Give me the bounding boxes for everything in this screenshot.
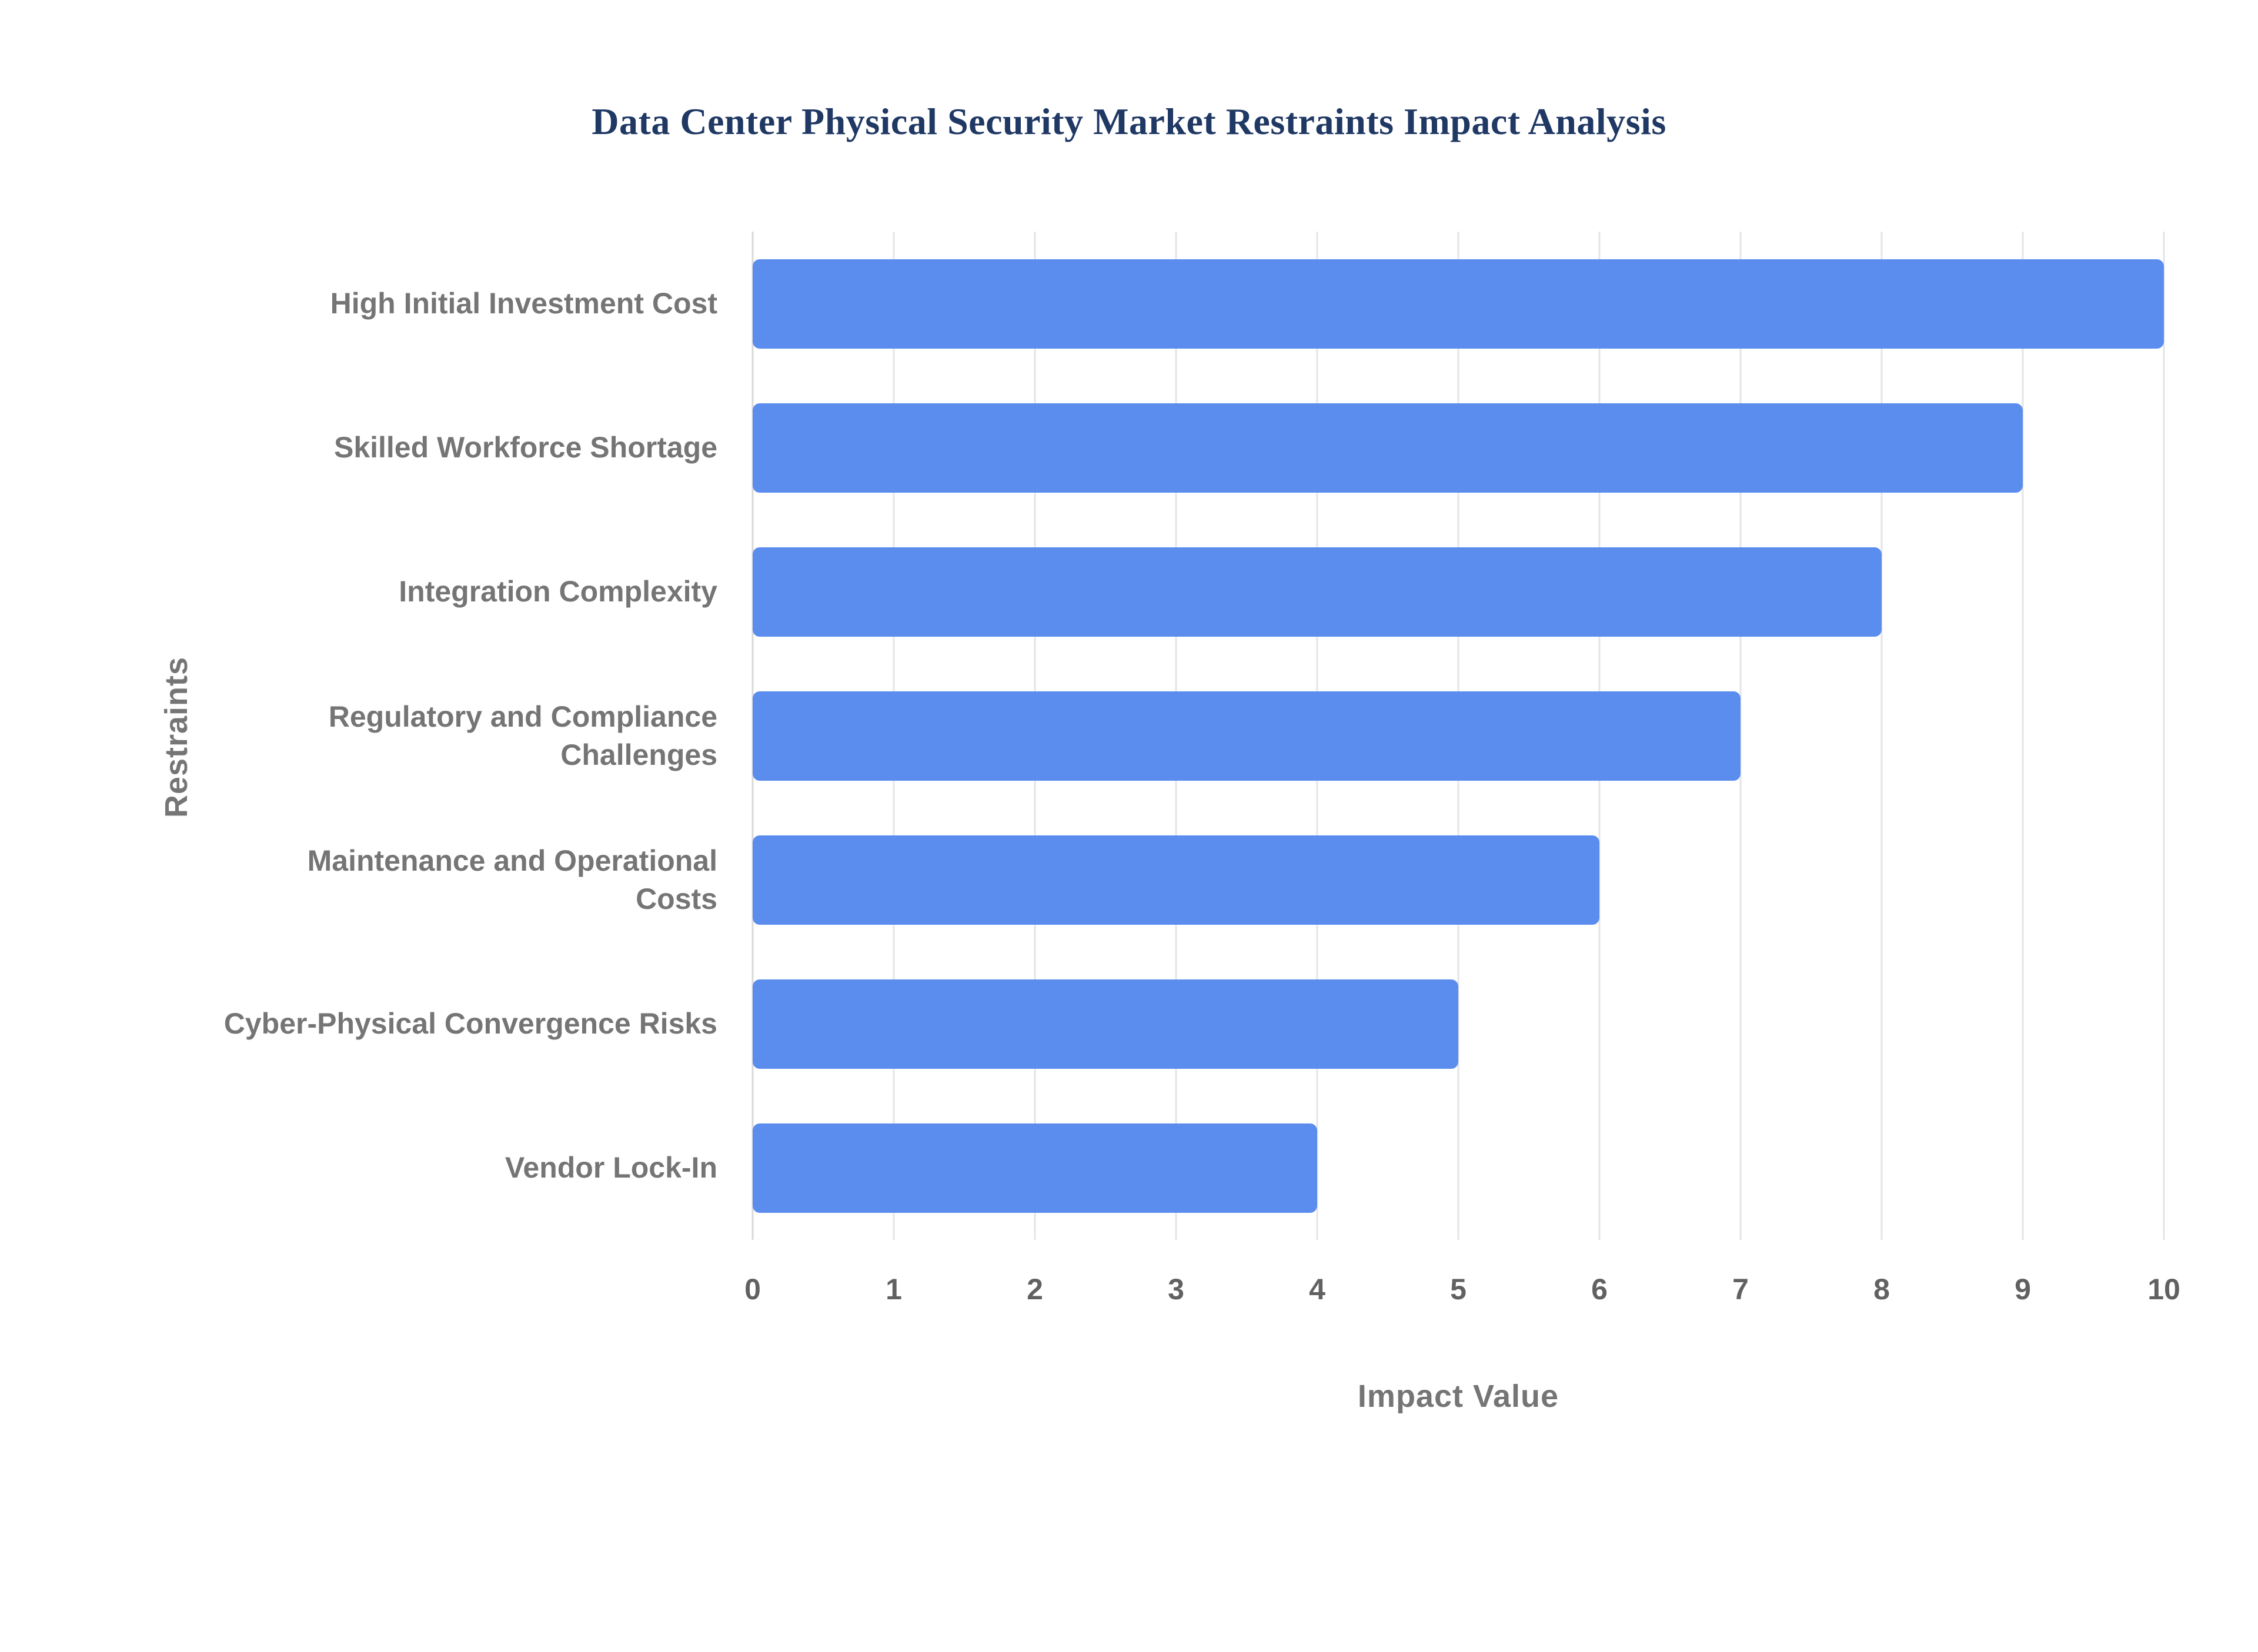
category-label: High Initial Investment Cost	[330, 287, 717, 320]
bar-row	[753, 520, 2164, 664]
bar-7[interactable]	[753, 1123, 1317, 1213]
bar-4[interactable]	[753, 691, 1741, 781]
bar-6[interactable]	[753, 979, 1458, 1069]
gridline-10	[2163, 232, 2165, 1240]
plot-area	[751, 232, 2165, 1240]
x-axis-title-row: Impact Value	[0, 1378, 2164, 1414]
bar-1[interactable]	[753, 259, 2164, 349]
gridline-9	[2022, 232, 2024, 1240]
axis-spacer	[0, 1272, 753, 1313]
category-label: Maintenance and Operational Costs	[307, 844, 717, 915]
category-label: Regulatory and Compliance Challenges	[328, 700, 717, 771]
bar-row	[753, 232, 2164, 376]
plot-region: High Initial Investment Cost Skilled Work…	[0, 232, 2165, 1240]
bar-row	[753, 952, 2164, 1096]
x-tick-label: 4	[1309, 1273, 1325, 1306]
x-tick-label: 7	[1732, 1273, 1749, 1306]
bar-row	[753, 1096, 2164, 1240]
chart-title: Data Center Physical Security Market Res…	[592, 101, 1666, 142]
x-axis-ticks: 0 1 2 3 4 5 6 7 8 9 10	[744, 1272, 2180, 1313]
chart-page: Data Center Physical Security Market Res…	[0, 100, 2258, 1652]
bar-5[interactable]	[753, 835, 1599, 925]
category-label: Integration Complexity	[399, 575, 717, 608]
x-axis: 0 1 2 3 4 5 6 7 8 9 10	[0, 1272, 2180, 1313]
y-axis-title: Restraints	[159, 656, 194, 818]
axis-spacer	[0, 1378, 753, 1414]
bar-chart: Restraints High Initial Investment Cost S…	[0, 232, 2258, 1414]
x-tick-label: 8	[1873, 1273, 1890, 1306]
category-label: Skilled Workforce Shortage	[333, 431, 717, 464]
x-tick-label: 3	[1168, 1273, 1184, 1306]
x-tick-label: 9	[2015, 1273, 2031, 1306]
x-tick-label: 10	[2147, 1273, 2180, 1306]
gridline-7	[1739, 232, 1742, 1240]
bar-row	[753, 808, 2164, 952]
x-axis-title: Impact Value	[1357, 1379, 1559, 1414]
bar-series	[753, 232, 2164, 1240]
category-label: Cyber-Physical Convergence Risks	[223, 1007, 717, 1040]
x-tick-label: 6	[1591, 1273, 1608, 1306]
x-tick-label: 2	[1027, 1273, 1043, 1306]
gridline-8	[1880, 232, 1883, 1240]
x-tick-label: 5	[1450, 1273, 1467, 1306]
x-tick-label: 1	[886, 1273, 902, 1306]
category-axis: High Initial Investment Cost Skilled Work…	[0, 232, 753, 1240]
x-tick-label: 0	[744, 1273, 761, 1306]
bar-row	[753, 664, 2164, 808]
bar-row	[753, 376, 2164, 520]
bar-2[interactable]	[753, 403, 2023, 493]
category-label: Vendor Lock-In	[505, 1151, 717, 1184]
bar-3[interactable]	[753, 547, 1882, 637]
